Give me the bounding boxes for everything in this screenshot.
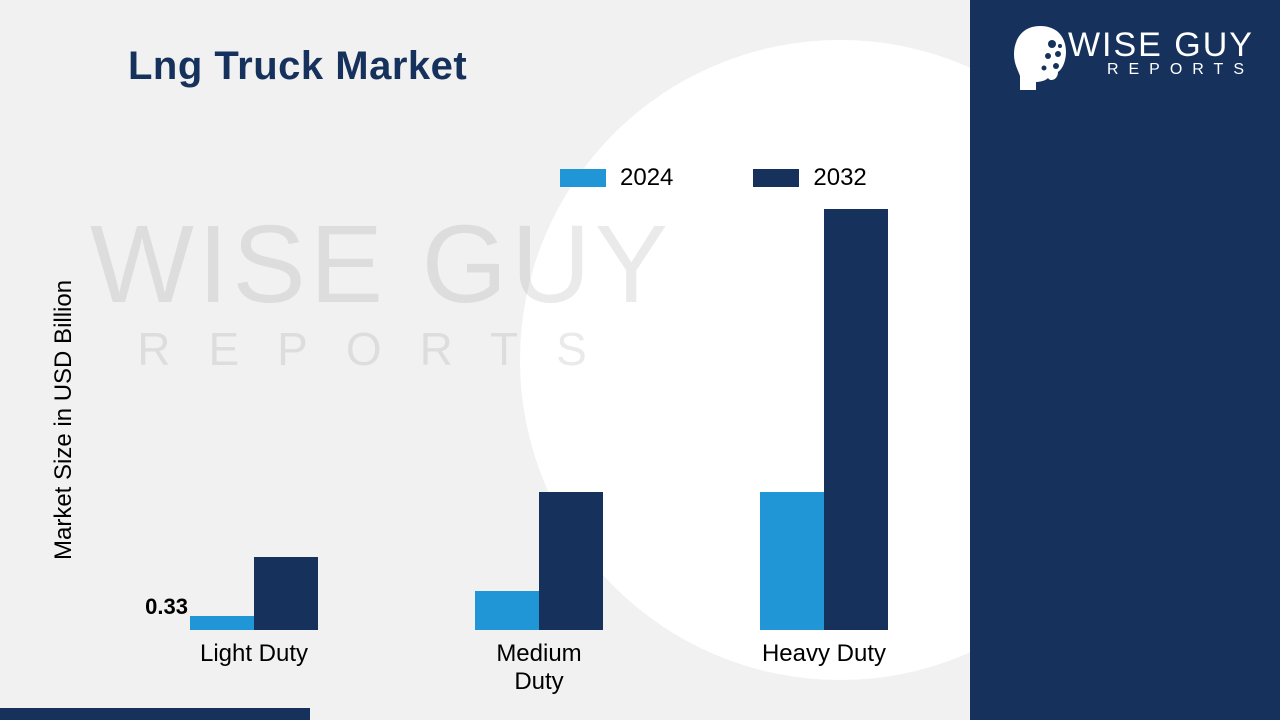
legend-label: 2024	[620, 164, 673, 192]
category-label: MediumDuty	[439, 640, 639, 696]
category-label: Light Duty	[154, 640, 354, 668]
bar-series-0	[190, 616, 254, 630]
bar-series-1	[254, 557, 318, 630]
bar-series-0	[475, 591, 539, 630]
brand-line1: WISE GUY	[1068, 26, 1254, 65]
bar-series-1	[824, 209, 888, 630]
legend-label: 2032	[813, 164, 866, 192]
legend: 2024 2032	[560, 164, 867, 192]
legend-swatch-1	[753, 169, 799, 187]
chart-title: Lng Truck Market	[128, 44, 467, 89]
bar-series-0	[760, 492, 824, 630]
category-label: Heavy Duty	[724, 640, 924, 668]
right-brand-panel	[970, 0, 1280, 720]
footer-accent-bar	[0, 708, 310, 720]
bar-series-1	[539, 492, 603, 630]
plot-area: 0.33Light DutyMediumDutyHeavy Duty	[130, 200, 1000, 630]
y-axis-label: Market Size in USD Billion	[50, 280, 78, 560]
bar-value-label: 0.33	[128, 594, 188, 620]
legend-item: 2024	[560, 164, 673, 192]
brand-head-icon	[1010, 24, 1070, 94]
legend-item: 2032	[753, 164, 866, 192]
legend-swatch-0	[560, 169, 606, 187]
brand-logo-text: WISE GUY REPORTS	[1068, 26, 1254, 79]
chart-stage: WISE GUY REPORTS Lng Truck Market WISE G…	[0, 0, 1280, 720]
